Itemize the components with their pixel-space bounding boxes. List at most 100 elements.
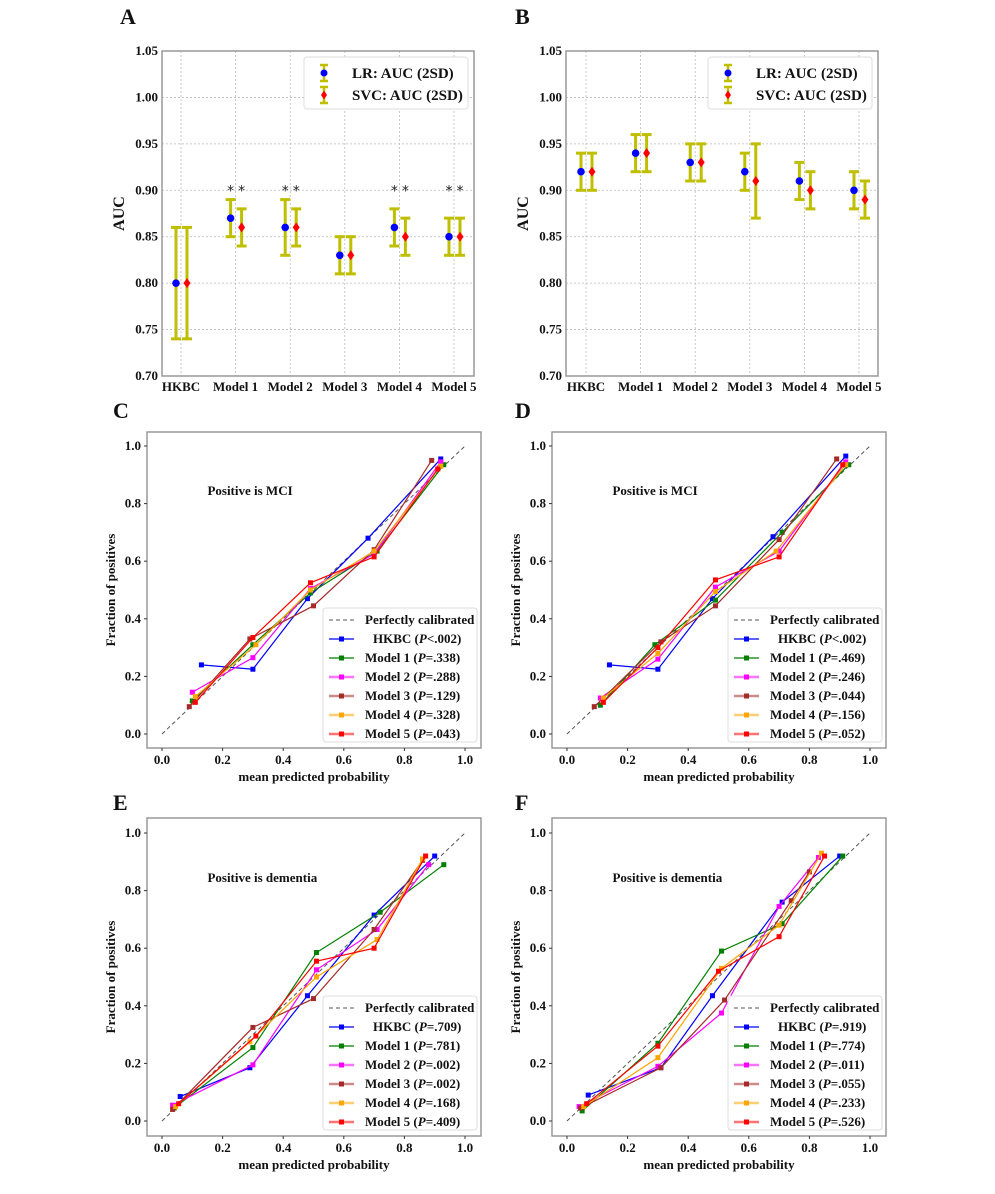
calibration-point [250, 1024, 256, 1030]
legend-label: Model 1 (P=.469) [770, 650, 865, 665]
legend-p-value: =.526 [831, 1114, 862, 1129]
legend-p-value: =.168 [426, 1095, 457, 1110]
legend-paren: ) [456, 1095, 460, 1110]
y-axis-label: AUC [515, 196, 532, 231]
calibration-point [806, 869, 812, 875]
legend-label: Perfectly calibrated [770, 1000, 880, 1015]
legend-model-name: Model 3 [365, 1076, 411, 1091]
calibration-point [441, 462, 447, 468]
calibration-point [843, 453, 849, 459]
y-axis-label: Fraction of positives [103, 921, 118, 1034]
x-tick-label: 0.2 [214, 1140, 230, 1155]
legend-label: Model 4 (P=.328) [365, 707, 460, 722]
significance-star: * [227, 183, 234, 199]
panel-d: D 0.0 0.2 0.4 0.6 0.8 1.0 0.0 0.2 0.4 0.6 0.8 1.0 mea… [508, 398, 887, 784]
legend-p-symbol: P [824, 631, 833, 646]
legend-square-marker-icon [744, 1062, 749, 1068]
calibration-point [250, 1045, 256, 1051]
legend-paren: ( [815, 1057, 823, 1072]
legend-box [727, 607, 883, 743]
legend-box [303, 56, 469, 110]
legend-paren: ( [815, 1095, 823, 1110]
legend-model-name: HKBC [373, 631, 411, 646]
legend-paren: ) [861, 669, 865, 684]
calibration-point [441, 862, 447, 868]
calibration-point [600, 695, 606, 701]
legend-model-name: Model 1 [365, 650, 410, 665]
calibration-point [170, 1106, 176, 1112]
legend-p-symbol: P [823, 1038, 832, 1053]
legend-label: Model 5 (P=.526) [770, 1114, 865, 1129]
calibration-point [176, 1101, 182, 1107]
legend-paren: ( [410, 1114, 418, 1129]
x-tick-label: Model 3 [322, 379, 368, 394]
calibration-point [311, 996, 316, 1002]
panel-letter: D [515, 398, 531, 423]
legend-model-name: Model 2 [365, 1057, 410, 1072]
legend-paren: ) [862, 1019, 866, 1034]
legend-p-value: =.055 [831, 1076, 862, 1091]
legend-square-marker-icon [339, 712, 344, 718]
calibration-point [655, 650, 661, 656]
lr-point [795, 177, 804, 185]
panel-annotation: Positive is MCI [612, 483, 697, 498]
legend-square-marker-icon [744, 1024, 749, 1030]
calibration-point [788, 898, 794, 904]
lr-point [172, 279, 180, 287]
calibration-point [581, 1104, 587, 1110]
calibration-point [314, 950, 320, 956]
legend-square-marker-icon [339, 731, 344, 737]
legend-box [322, 995, 478, 1131]
legend-label: Model 2 (P=.011) [770, 1057, 864, 1072]
legend-model-name: Model 4 [365, 707, 411, 722]
calibration-point [709, 993, 715, 999]
legend-p-value: =.246 [831, 669, 862, 684]
x-axis-label: mean predicted probability [643, 769, 795, 784]
y-tick-label: 0.85 [539, 229, 562, 244]
calibration-point [591, 704, 597, 710]
svc-point [347, 250, 355, 261]
legend-p-value: =.052 [831, 726, 861, 741]
legend-paren: ) [456, 669, 460, 684]
legend-p-value: =.156 [831, 707, 862, 722]
legend-paren: ) [861, 688, 865, 703]
legend-square-marker-icon [744, 1081, 749, 1087]
legend-p-value: =.044 [831, 688, 862, 703]
legend-label: Model 1 (P=.774) [770, 1038, 865, 1053]
legend-paren: ) [456, 1057, 460, 1072]
y-tick-label: 1.0 [530, 438, 546, 453]
y-tick-label: 0.70 [135, 368, 158, 383]
y-tick-label: 0.70 [539, 368, 562, 383]
significance-star: * [293, 183, 300, 199]
legend-square-marker-icon [339, 1081, 344, 1087]
legend-paren: ) [456, 650, 460, 665]
legend-model-name: Model 2 [770, 669, 815, 684]
calibration-point [250, 1062, 256, 1068]
y-tick-label: 1.05 [135, 43, 158, 58]
legend-p-value: =.288 [426, 669, 457, 684]
calibration-point [250, 655, 256, 661]
legend-model-name: Model 4 [365, 1095, 411, 1110]
legend-p-symbol: P [419, 1019, 428, 1034]
calibration-point [438, 456, 444, 462]
legend-label: Model 5 (P=.052) [770, 726, 865, 741]
legend-label: Model 4 (P=.156) [770, 707, 865, 722]
calibration-point [776, 903, 782, 909]
legend-model-name: Model 3 [365, 688, 411, 703]
legend-paren: ) [861, 650, 865, 665]
legend-label: HKBC (P<.002) [778, 631, 866, 646]
calibration-point [314, 974, 320, 980]
axes-frame [146, 817, 482, 1137]
legend-square-marker-icon [339, 1024, 344, 1030]
legend-model-name: Model 2 [770, 1057, 815, 1072]
calibration-point [837, 853, 843, 859]
legend-p-symbol: P [418, 688, 427, 703]
x-tick-label: 0.6 [741, 752, 758, 767]
calibration-point [716, 968, 721, 974]
legend-label: SVC: AUC (2SD) [756, 88, 867, 104]
calibration-point [722, 997, 728, 1003]
legend-square-marker-icon [339, 1100, 344, 1106]
calibration-point [655, 656, 661, 662]
lr-point [336, 251, 344, 260]
y-tick-label: 0.80 [539, 275, 562, 290]
